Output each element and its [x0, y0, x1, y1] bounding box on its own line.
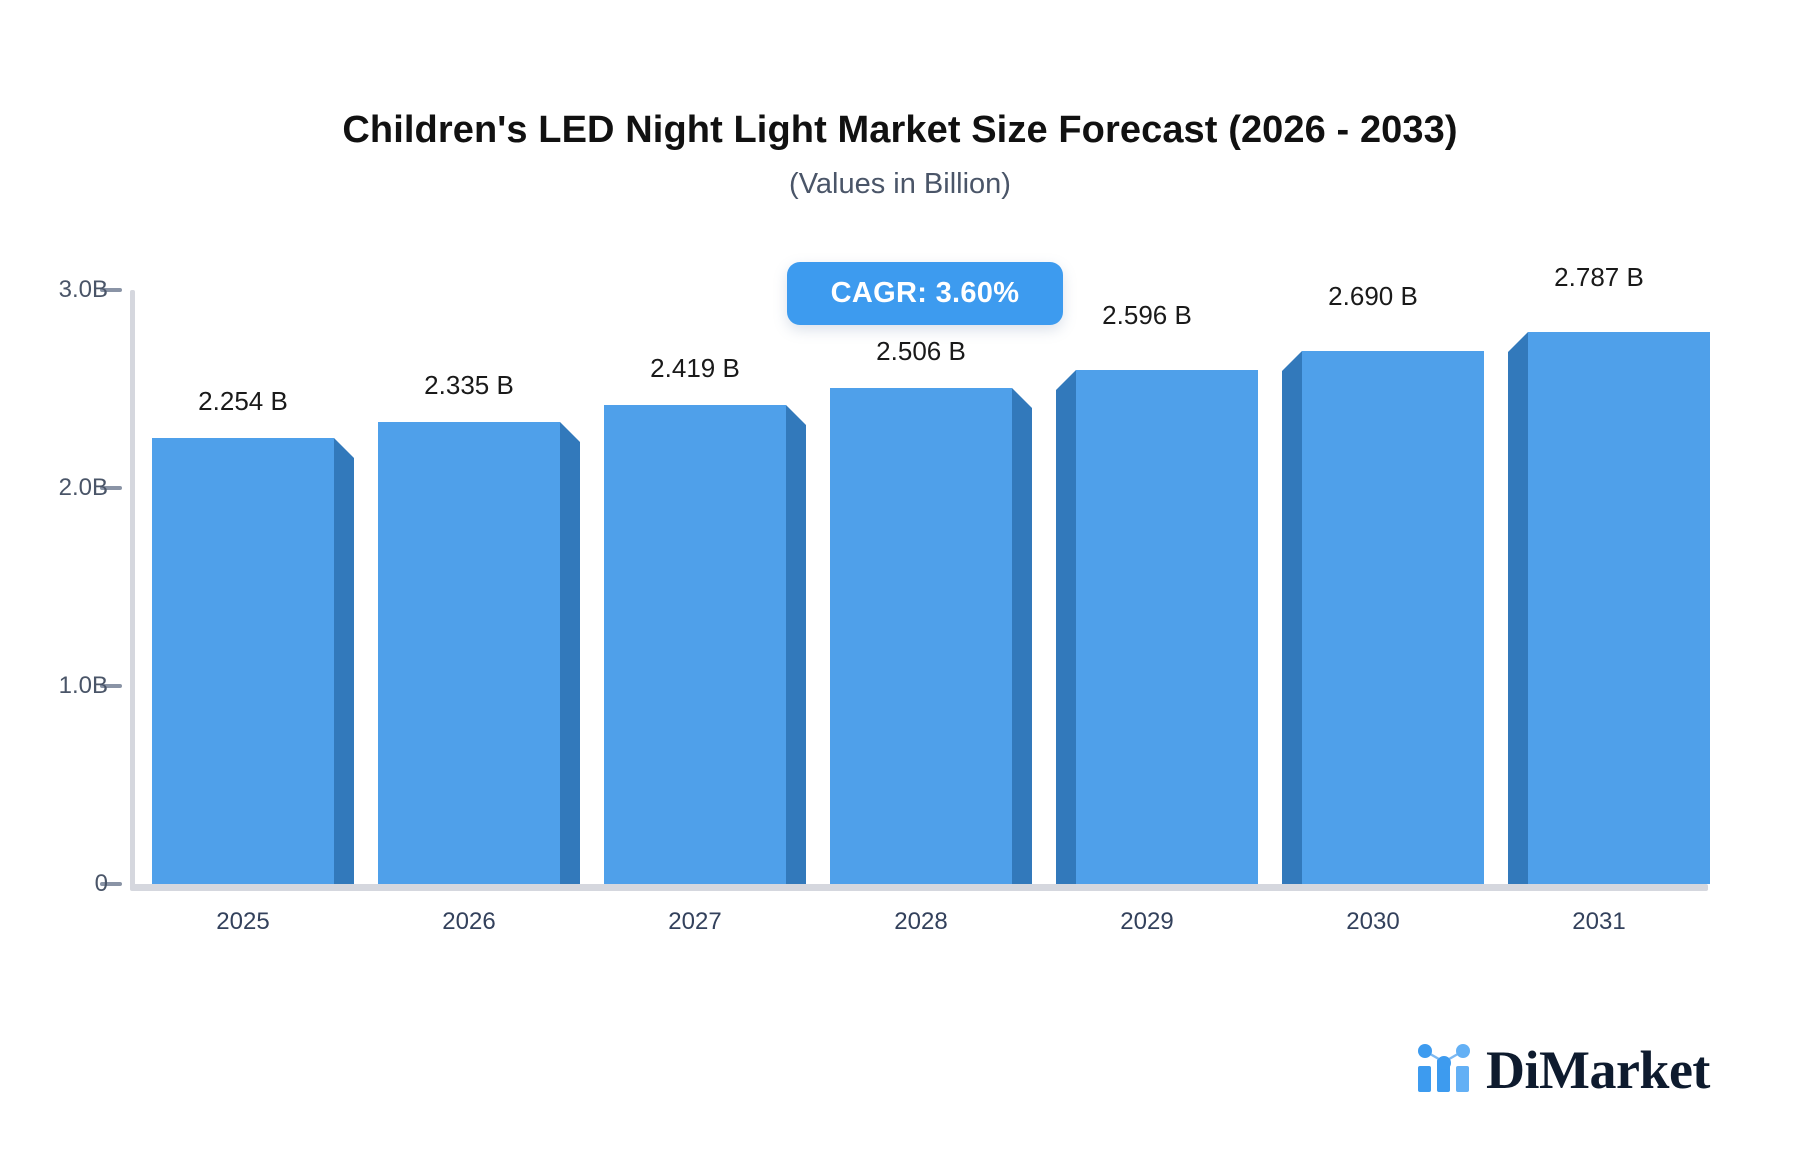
- y-axis-tick: [100, 288, 122, 292]
- bar-front-face: [1076, 369, 1258, 884]
- y-axis-tick: [100, 684, 122, 688]
- bar-side-face: [560, 441, 580, 884]
- bar-side-face: [334, 457, 354, 884]
- bar: [830, 368, 1032, 884]
- bar-front-face: [152, 437, 334, 884]
- y-axis-tick-label: 2.0B: [58, 474, 108, 501]
- bar-value-label: 2.254 B: [198, 385, 288, 416]
- y-axis-tick-label: 1.0B: [58, 672, 108, 699]
- bar-side-face: [1282, 371, 1302, 884]
- cagr-badge-label: CAGR: 3.60%: [830, 277, 1020, 309]
- bar-front-face: [604, 405, 786, 884]
- y-axis-line: [130, 290, 135, 887]
- bar-side-face: [1012, 407, 1032, 884]
- y-axis-tick: [100, 882, 122, 886]
- bar: [604, 385, 806, 884]
- chart-subtitle: (Values in Billion): [789, 167, 1011, 200]
- bar: [1056, 350, 1258, 884]
- bar-top-bevel: [1508, 332, 1528, 353]
- bar-top-bevel: [786, 405, 806, 426]
- bar: [378, 402, 580, 884]
- x-axis-tick-label: 2030: [1346, 908, 1400, 935]
- bar-top-bevel: [560, 421, 580, 442]
- bar-value-label: 2.787 B: [1554, 262, 1644, 293]
- bar-value-label: 2.690 B: [1328, 281, 1418, 312]
- y-axis-tick-label: 0: [94, 870, 108, 897]
- bar-front-face: [1302, 351, 1484, 884]
- brand-logo-text: DiMarket: [1486, 1039, 1710, 1100]
- bar: [152, 418, 354, 884]
- bar-front-face: [378, 421, 560, 884]
- chart-header: Children's LED Night Light Market Size F…: [0, 108, 1800, 201]
- x-axis-tick-label: 2025: [216, 908, 270, 935]
- x-axis-tick-label: 2026: [442, 908, 496, 935]
- bar-top-bevel: [334, 437, 354, 458]
- y-axis-tick: [100, 486, 122, 490]
- cagr-badge: CAGR: 3.60%: [787, 262, 1063, 325]
- chart-title: Children's LED Night Light Market Size F…: [342, 109, 1458, 151]
- bar: [1508, 312, 1710, 884]
- x-axis-tick-label: 2027: [668, 908, 722, 935]
- bar-top-bevel: [1282, 351, 1302, 372]
- bar-front-face: [830, 387, 1012, 884]
- y-axis-tick-label: 3.0B: [58, 276, 108, 303]
- brand-logo: DiMarket: [1416, 1040, 1710, 1099]
- bar-chart-dots-icon: [1416, 1040, 1472, 1099]
- bar-front-face: [1528, 332, 1710, 884]
- bar-value-label: 2.335 B: [424, 369, 514, 400]
- bar-side-face: [786, 425, 806, 884]
- bar-side-face: [1056, 389, 1076, 884]
- bar-value-label: 2.596 B: [1102, 299, 1192, 330]
- x-axis-tick-label: 2028: [894, 908, 948, 935]
- x-axis-tick-label: 2031: [1572, 908, 1626, 935]
- bar-value-label: 2.506 B: [876, 335, 966, 366]
- bar-top-bevel: [1056, 369, 1076, 390]
- x-axis-line: [130, 884, 1708, 891]
- bar-top-bevel: [1012, 387, 1032, 408]
- bar: [1282, 331, 1484, 884]
- x-axis-tick-label: 2029: [1120, 908, 1174, 935]
- bar-side-face: [1508, 352, 1528, 884]
- bar-value-label: 2.419 B: [650, 353, 740, 384]
